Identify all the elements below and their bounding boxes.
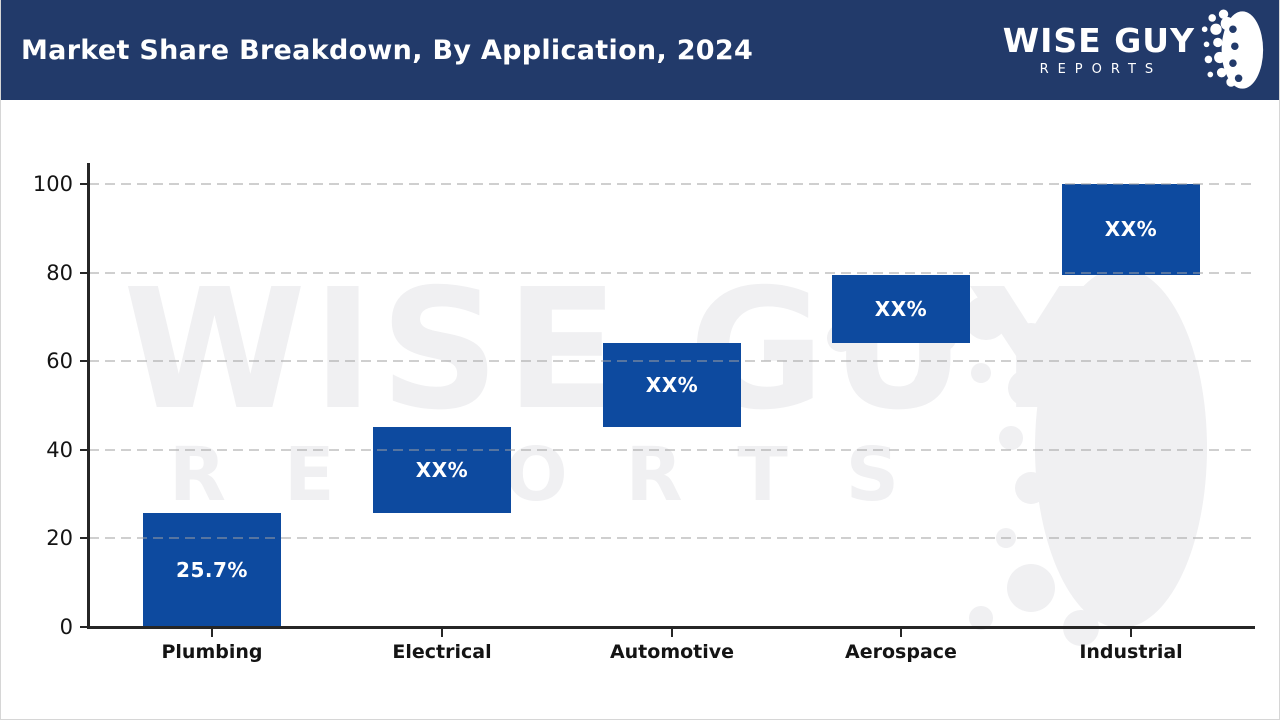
bar-label: XX% <box>1104 217 1158 242</box>
y-tick-label: 60 <box>46 349 73 373</box>
y-tick <box>80 271 88 274</box>
gridline <box>89 537 1254 539</box>
y-tick <box>80 183 88 185</box>
bar: XX% <box>832 274 970 344</box>
bar: 25.7% <box>143 512 281 627</box>
bar-label: XX% <box>415 458 469 483</box>
y-tick-label: 100 <box>32 172 73 196</box>
logo-wordmark: WISE GUY <box>1002 20 1195 60</box>
y-tick-label: 80 <box>46 260 73 285</box>
gridline <box>89 448 1254 451</box>
x-axis-label: Electrical <box>392 641 492 663</box>
gridline <box>89 183 1254 185</box>
y-tick <box>80 448 88 451</box>
x-tick <box>211 628 213 637</box>
bar: XX% <box>603 343 741 428</box>
y-tick <box>80 360 88 362</box>
x-axis-label: Industrial <box>1079 641 1183 663</box>
gridline <box>89 360 1254 362</box>
y-tick-label: 20 <box>46 526 73 550</box>
x-axis-label: Automotive <box>609 641 735 663</box>
y-tick-label: 0 <box>59 614 73 639</box>
y-axis-spine <box>87 163 90 628</box>
x-tick <box>671 628 673 637</box>
x-tick <box>441 628 443 637</box>
plot: 25.7% Plumbing XX% Electrical XX% Automotive X… <box>1 100 1279 719</box>
chart-title: Market Share Breakdown, By Application, … <box>21 34 754 66</box>
gridline <box>89 271 1254 274</box>
y-tick <box>80 537 88 539</box>
wiseguy-face-icon <box>1201 9 1264 89</box>
x-axis-label: Aerospace <box>845 641 957 663</box>
header-bar: Market Share Breakdown, By Application, … <box>1 0 1279 100</box>
bar-label: XX% <box>874 296 928 321</box>
x-axis-label: Plumbing <box>161 641 263 663</box>
y-tick-label: 40 <box>46 437 73 462</box>
y-tick <box>80 625 88 628</box>
logo-subtitle: REPORTS <box>1039 61 1163 77</box>
x-tick <box>1130 628 1132 637</box>
wiseguy-logo: WISE GUY REPORTS <box>1003 8 1265 92</box>
bar-label: 25.7% <box>176 557 248 582</box>
logo-text: WISE GUY REPORTS <box>1003 24 1195 77</box>
chart-area: WISE GUY REPORTS 25.7% Plumbing XX% Electri… <box>1 100 1279 719</box>
bar: XX% <box>373 427 511 513</box>
x-tick <box>900 628 902 637</box>
bar: XX% <box>1062 184 1200 275</box>
bar-label: XX% <box>645 373 699 398</box>
x-axis-spine <box>87 625 1255 629</box>
